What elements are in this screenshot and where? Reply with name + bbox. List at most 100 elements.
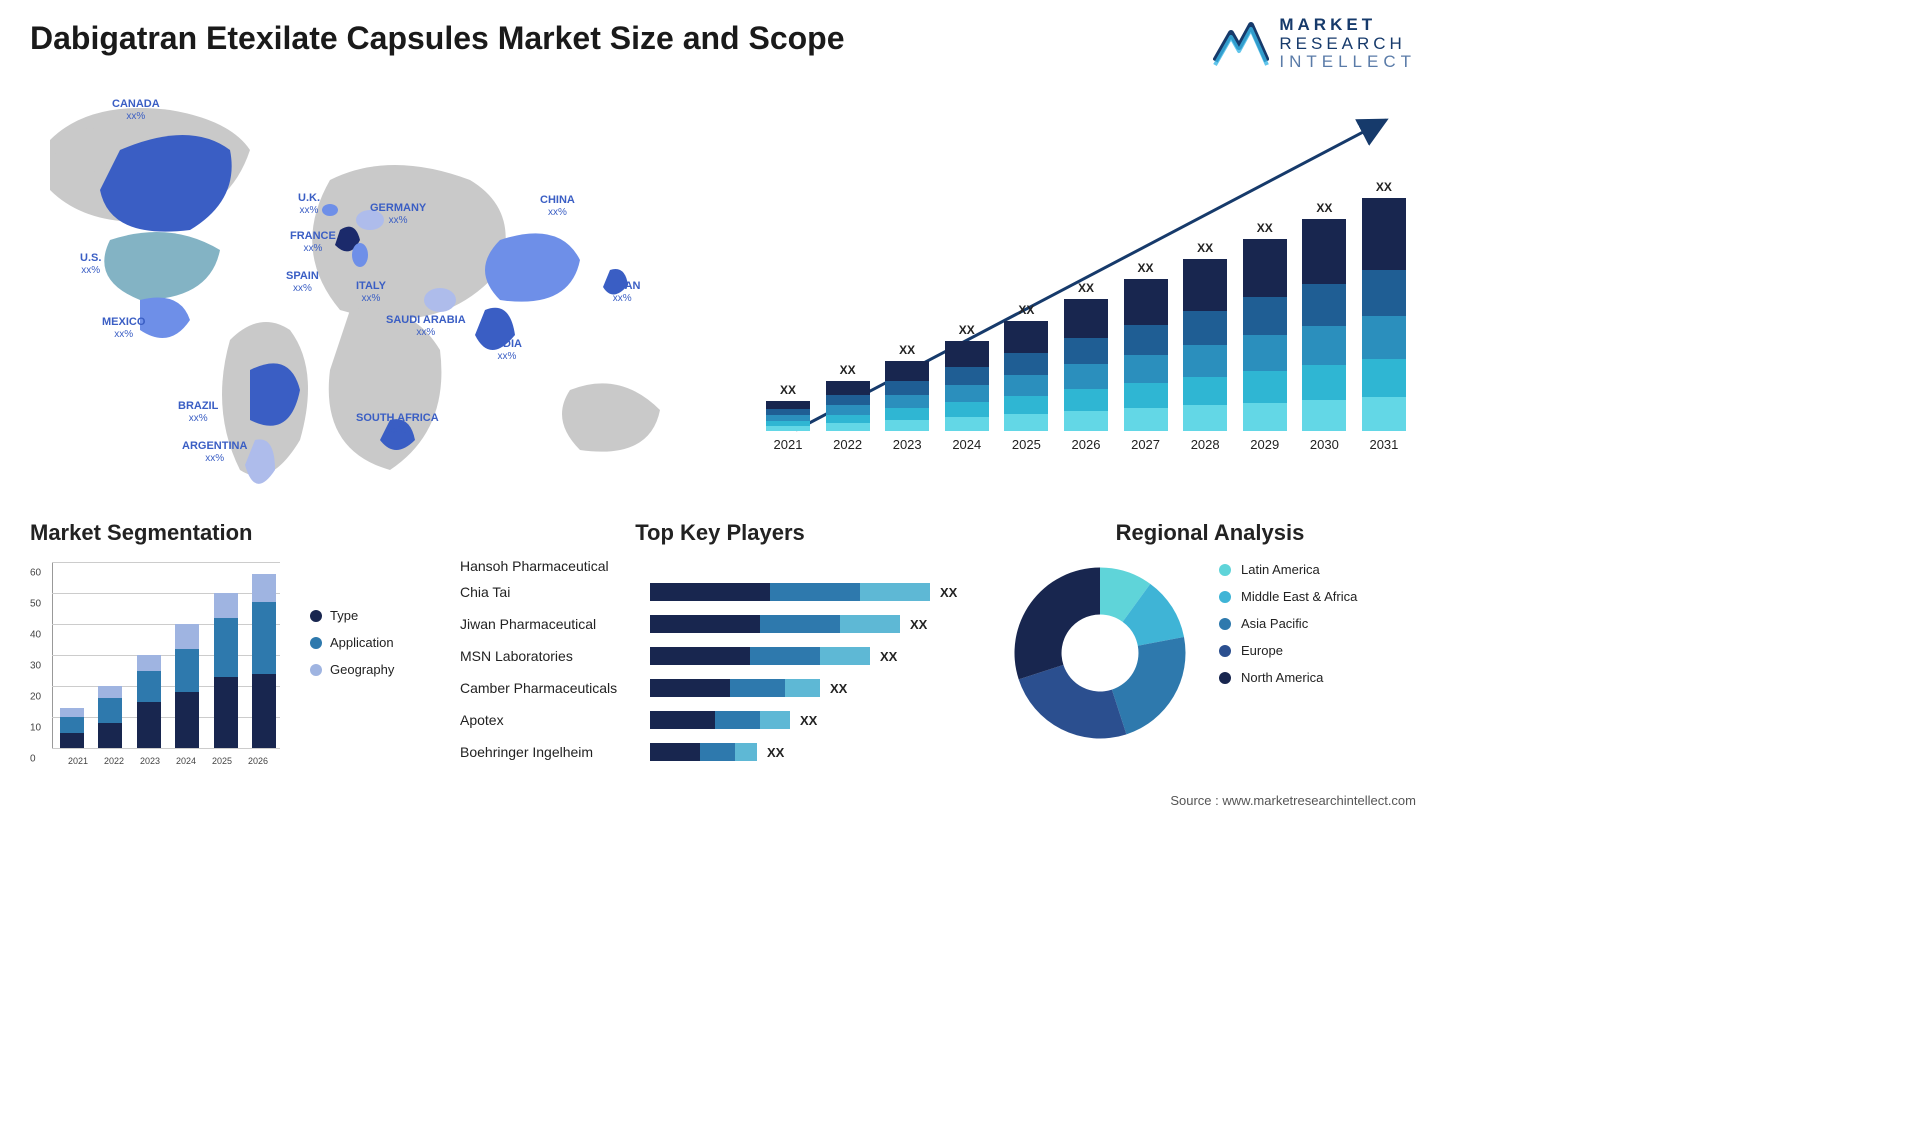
- seg-y-tick: 60: [30, 568, 41, 579]
- seg-bar: [175, 624, 199, 748]
- growth-bar-year-label: 2021: [774, 437, 803, 452]
- source-attribution: Source : www.marketresearchintellect.com: [1170, 793, 1416, 808]
- growth-bar: XX 2028: [1183, 241, 1227, 452]
- segmentation-stacked-bar-chart: 0102030405060 202120222023202420252026: [30, 558, 280, 768]
- seg-y-tick: 10: [30, 723, 41, 734]
- growth-bar-year-label: 2028: [1191, 437, 1220, 452]
- logo-swoosh-icon: [1213, 21, 1269, 67]
- growth-bar-year-label: 2026: [1072, 437, 1101, 452]
- map-country-label: MEXICOxx%: [102, 316, 145, 341]
- map-country-label: SAUDI ARABIAxx%: [386, 314, 466, 339]
- growth-bar: XX 2023: [885, 343, 929, 452]
- growth-bar-year-label: 2030: [1310, 437, 1339, 452]
- growth-bar-year-label: 2031: [1369, 437, 1398, 452]
- map-country-label: ITALYxx%: [356, 280, 386, 305]
- seg-bar: [137, 655, 161, 748]
- page-title: Dabigatran Etexilate Capsules Market Siz…: [30, 20, 845, 57]
- growth-bar: XX 2029: [1243, 221, 1287, 452]
- player-value-label: XX: [940, 585, 957, 600]
- players-title: Top Key Players: [460, 520, 980, 546]
- map-country-label: ARGENTINAxx%: [182, 440, 247, 465]
- regional-legend-item: Latin America: [1219, 562, 1357, 577]
- map-country-label: SOUTH AFRICAxx%: [356, 412, 439, 437]
- regional-legend-item: North America: [1219, 670, 1357, 685]
- donut-slice: [1015, 568, 1101, 680]
- seg-y-tick: 0: [30, 754, 36, 765]
- segmentation-title: Market Segmentation: [30, 520, 430, 546]
- map-country-label: CHINAxx%: [540, 194, 575, 219]
- seg-y-tick: 20: [30, 692, 41, 703]
- map-country-label: CANADAxx%: [112, 98, 160, 123]
- growth-bar-year-label: 2027: [1131, 437, 1160, 452]
- market-segmentation-section: Market Segmentation 0 10 20 30 40 50 60 2021 20…: [30, 520, 430, 780]
- player-value-label: XX: [800, 713, 817, 728]
- growth-bar-value-label: XX: [1197, 241, 1213, 255]
- logo-line1: MARKET: [1279, 16, 1416, 35]
- regional-donut-chart: [1005, 558, 1195, 748]
- map-country-label: U.S.xx%: [80, 252, 101, 277]
- seg-x-label: 2023: [140, 756, 160, 766]
- player-row: Apotex XX: [460, 708, 980, 732]
- map-country-label: U.K.xx%: [298, 192, 320, 217]
- growth-bar: XX 2021: [766, 383, 810, 452]
- seg-y-tick: 50: [30, 599, 41, 610]
- player-value-label: XX: [767, 745, 784, 760]
- growth-bar-value-label: XX: [840, 363, 856, 377]
- player-name-label: Apotex: [460, 712, 650, 728]
- growth-bar-year-label: 2029: [1250, 437, 1279, 452]
- map-country-label: FRANCExx%: [290, 230, 336, 255]
- player-row: Chia Tai XX: [460, 580, 980, 604]
- growth-bar-year-label: 2022: [833, 437, 862, 452]
- map-country-label: BRAZILxx%: [178, 400, 218, 425]
- growth-bar: XX2027: [1124, 261, 1168, 452]
- regional-legend-item: Europe: [1219, 643, 1357, 658]
- map-country-label: INDIAxx%: [492, 338, 522, 363]
- logo-line3: INTELLECT: [1279, 53, 1416, 72]
- segmentation-legend: Type Application Geography: [310, 608, 394, 689]
- player-name-label: Boehringer Ingelheim: [460, 744, 650, 760]
- player-name-label: Chia Tai: [460, 584, 650, 600]
- top-key-players-section: Top Key Players Hansoh Pharmaceutical Ch…: [460, 520, 980, 780]
- player-row: Jiwan Pharmaceutical XX: [460, 612, 980, 636]
- seg-x-label: 2026: [248, 756, 268, 766]
- world-map: CANADAxx% U.S.xx% MEXICOxx% BRAZILxx% ARGENT…: [30, 90, 710, 500]
- growth-bar-value-label: XX: [1257, 221, 1273, 235]
- player-row: MSN Laboratories XX: [460, 644, 980, 668]
- player-value-label: XX: [910, 617, 927, 632]
- growth-bar: XX 2026: [1064, 281, 1108, 452]
- player-name-label: Jiwan Pharmaceutical: [460, 616, 650, 632]
- player-value-label: XX: [880, 649, 897, 664]
- growth-bar-year-label: 2023: [893, 437, 922, 452]
- seg-bar: [252, 574, 276, 748]
- growth-bar-value-label: XX: [1316, 201, 1332, 215]
- player-row: Camber PharmaceuticalsXX: [460, 676, 980, 700]
- growth-bar: XX2025: [1004, 303, 1048, 452]
- players-header-label: Hansoh Pharmaceutical: [460, 558, 980, 574]
- player-name-label: MSN Laboratories: [460, 648, 650, 664]
- growth-bar: XX 2022: [826, 363, 870, 452]
- seg-legend-item: Application: [310, 635, 394, 650]
- growth-bar-value-label: XX: [899, 343, 915, 357]
- map-country-label: JAPANxx%: [604, 280, 640, 305]
- growth-bar: XX 2030: [1302, 201, 1346, 452]
- seg-x-label: 2024: [176, 756, 196, 766]
- donut-slice: [1019, 665, 1127, 739]
- seg-x-label: 2021: [68, 756, 88, 766]
- regional-legend-item: Asia Pacific: [1219, 616, 1357, 631]
- brand-logo: MARKET RESEARCH INTELLECT: [1213, 16, 1416, 72]
- seg-legend-item: Type: [310, 608, 394, 623]
- regional-legend-item: Middle East & Africa: [1219, 589, 1357, 604]
- growth-bar-value-label: XX: [1018, 303, 1034, 317]
- growth-bar-value-label: XX: [1376, 180, 1392, 194]
- seg-y-tick: 30: [30, 661, 41, 672]
- seg-legend-item: Geography: [310, 662, 394, 677]
- growth-bar: XX 2031: [1362, 180, 1406, 452]
- map-country-label: GERMANYxx%: [370, 202, 426, 227]
- player-row: Boehringer Ingelheim XX: [460, 740, 980, 764]
- regional-legend: Latin America Middle East & Africa Asia Pa…: [1219, 562, 1357, 697]
- seg-y-tick: 40: [30, 630, 41, 641]
- growth-bar-year-label: 2024: [952, 437, 981, 452]
- growth-bar-value-label: XX: [1078, 281, 1094, 295]
- donut-slice: [1112, 637, 1186, 734]
- growth-bar-value-label: XX: [780, 383, 796, 397]
